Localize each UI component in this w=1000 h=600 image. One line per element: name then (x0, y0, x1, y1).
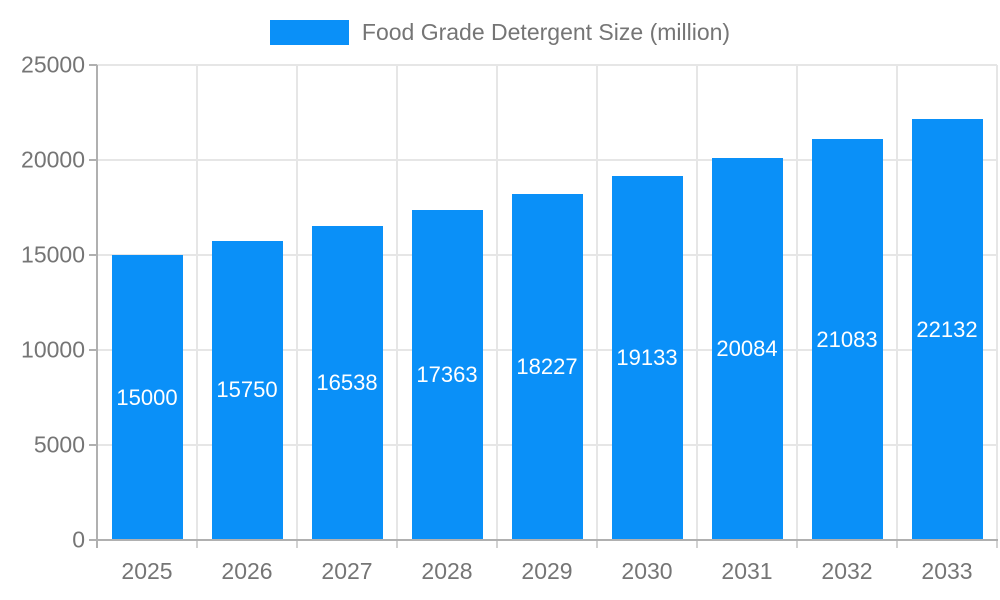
gridline-vertical (896, 65, 898, 540)
bar[interactable] (211, 240, 283, 540)
bar[interactable] (911, 119, 983, 540)
x-axis-tick (596, 540, 598, 548)
bar[interactable] (111, 255, 183, 540)
legend-swatch (269, 19, 349, 45)
x-axis-label: 2025 (121, 558, 173, 584)
bar[interactable] (711, 158, 783, 540)
bar-value-label: 16538 (316, 369, 378, 395)
gridline-vertical (296, 65, 298, 540)
x-axis-tick (196, 540, 198, 548)
bar-value-label: 17363 (416, 362, 478, 388)
bar-value-label: 21083 (816, 326, 878, 352)
x-axis-tick (396, 540, 398, 548)
x-axis-tick (496, 540, 498, 548)
x-axis-tick (796, 540, 798, 548)
bar-value-label: 22132 (916, 316, 978, 342)
bar[interactable] (611, 176, 683, 540)
y-axis-label: 10000 (21, 336, 85, 363)
bar-value-label: 20084 (716, 336, 778, 362)
y-axis-tick (89, 254, 97, 256)
y-axis-tick (89, 159, 97, 161)
gridline-vertical (996, 65, 998, 540)
gridline-vertical (796, 65, 798, 540)
y-axis-line (96, 65, 98, 548)
x-axis-tick (296, 540, 298, 548)
gridline-horizontal (97, 159, 997, 161)
x-axis-label: 2031 (721, 558, 773, 584)
legend-label: Food Grade Detergent Size (million) (361, 19, 731, 45)
legend[interactable]: Food Grade Detergent Size (million) (0, 16, 1000, 48)
x-axis-label: 2027 (321, 558, 373, 584)
bar-value-label: 15750 (216, 377, 278, 403)
bar[interactable] (411, 210, 483, 540)
bar-value-label: 19133 (616, 345, 678, 371)
x-axis-tick (896, 540, 898, 548)
y-axis-tick (89, 539, 97, 541)
gridline-vertical (596, 65, 598, 540)
x-axis-label: 2026 (221, 558, 273, 584)
bar-value-label: 18227 (516, 353, 578, 379)
x-axis-tick (696, 540, 698, 548)
bar[interactable] (311, 225, 383, 540)
y-axis-label: 15000 (21, 241, 85, 268)
x-axis-label: 2028 (421, 558, 473, 584)
gridline-vertical (496, 65, 498, 540)
y-axis-label: 20000 (21, 146, 85, 173)
y-axis-tick (89, 444, 97, 446)
x-axis-label: 2032 (821, 558, 873, 584)
y-axis-label: 5000 (33, 431, 85, 458)
gridline-vertical (196, 65, 198, 540)
y-axis-tick (89, 64, 97, 66)
x-axis-label: 2033 (921, 558, 973, 584)
x-axis-label: 2030 (621, 558, 673, 584)
y-axis-label: 0 (72, 526, 85, 553)
gridline-vertical (696, 65, 698, 540)
gridline-horizontal (97, 64, 997, 66)
x-axis-tick (996, 540, 998, 548)
y-axis-tick (89, 349, 97, 351)
bar-value-label: 15000 (116, 384, 178, 410)
bar[interactable] (511, 193, 583, 540)
gridline-vertical (396, 65, 398, 540)
bar[interactable] (811, 139, 883, 540)
x-axis-label: 2029 (521, 558, 573, 584)
x-axis-line (96, 539, 998, 541)
y-axis-label: 25000 (21, 51, 85, 78)
